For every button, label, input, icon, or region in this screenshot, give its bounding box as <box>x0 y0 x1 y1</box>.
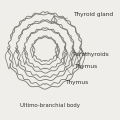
Polygon shape <box>24 53 25 54</box>
Text: Thymus: Thymus <box>58 57 89 85</box>
Polygon shape <box>16 50 18 52</box>
Text: Thyroid gland: Thyroid gland <box>58 12 113 19</box>
Text: Thymus: Thymus <box>70 58 98 69</box>
Polygon shape <box>72 50 74 52</box>
Text: Ultimo-branchial body: Ultimo-branchial body <box>20 103 80 108</box>
Polygon shape <box>65 53 66 54</box>
Text: Parathyroids: Parathyroids <box>72 52 109 57</box>
